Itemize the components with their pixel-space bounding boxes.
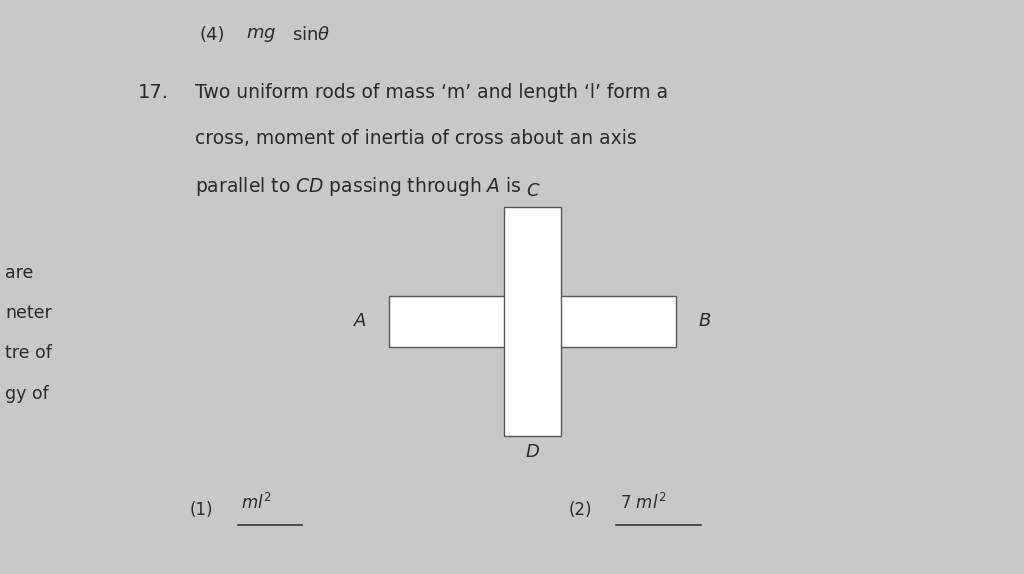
Text: $7\ ml^2$: $7\ ml^2$: [620, 492, 666, 513]
Text: gy of: gy of: [5, 385, 49, 402]
Text: tre of: tre of: [5, 344, 52, 362]
Text: A: A: [354, 312, 367, 331]
Text: sin$\theta$: sin$\theta$: [292, 26, 331, 44]
Text: (4): (4): [200, 26, 225, 44]
Text: cross, moment of inertia of cross about an axis: cross, moment of inertia of cross about …: [195, 129, 636, 148]
Text: B: B: [698, 312, 711, 331]
Text: C: C: [526, 182, 539, 200]
Text: 17.: 17.: [138, 83, 169, 102]
Text: neter: neter: [5, 304, 52, 322]
Text: are: are: [5, 264, 34, 282]
Bar: [389, 296, 676, 347]
Text: $mg$: $mg$: [246, 26, 276, 44]
Text: Two uniform rods of mass ‘m’ and length ‘l’ form a: Two uniform rods of mass ‘m’ and length …: [195, 83, 668, 102]
Bar: [504, 207, 561, 436]
Text: parallel to $CD$ passing through $A$ is: parallel to $CD$ passing through $A$ is: [195, 175, 521, 198]
Text: D: D: [525, 443, 540, 461]
Text: $ml^2$: $ml^2$: [241, 492, 271, 513]
Text: (1): (1): [189, 502, 213, 519]
Text: (2): (2): [568, 502, 592, 519]
